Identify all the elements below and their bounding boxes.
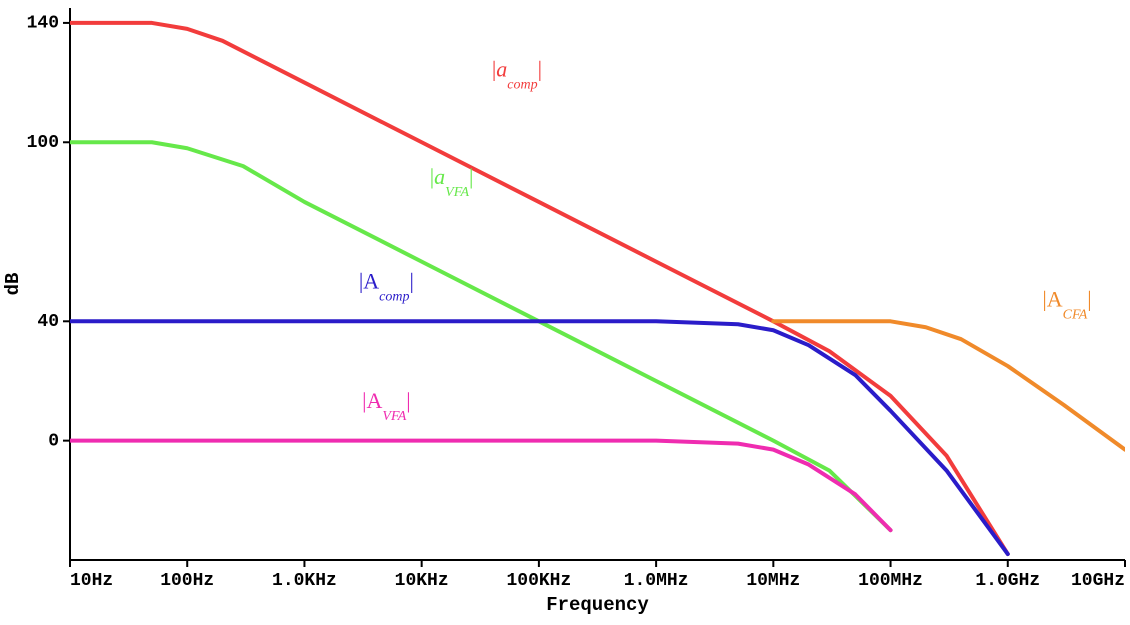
x-tick-label: 100KHz <box>506 571 571 591</box>
y-axis-label: dB <box>2 273 24 296</box>
x-tick-label: 1.0GHz <box>975 571 1040 591</box>
y-tick-label: 0 <box>48 431 59 451</box>
y-tick-label: 100 <box>27 133 59 153</box>
x-tick-label: 1.0MHz <box>624 571 689 591</box>
x-tick-label: 10GHz <box>1071 571 1125 591</box>
y-tick-label: 140 <box>27 14 59 34</box>
x-tick-label: 1.0KHz <box>272 571 337 591</box>
plot-background <box>0 0 1130 625</box>
x-axis-label: Frequency <box>546 594 649 616</box>
x-tick-label: 100MHz <box>858 571 923 591</box>
x-tick-label: 10MHz <box>746 571 800 591</box>
bode-chart: 0 40 100 140 10Hz 100Hz 1.0KHz 10KHz 100KHz 1.0MH… <box>0 0 1130 625</box>
x-tick-label: 10KHz <box>395 571 449 591</box>
y-tick-label: 40 <box>37 312 59 332</box>
x-tick-label: 10Hz <box>70 571 113 591</box>
x-tick-label: 100Hz <box>160 571 214 591</box>
